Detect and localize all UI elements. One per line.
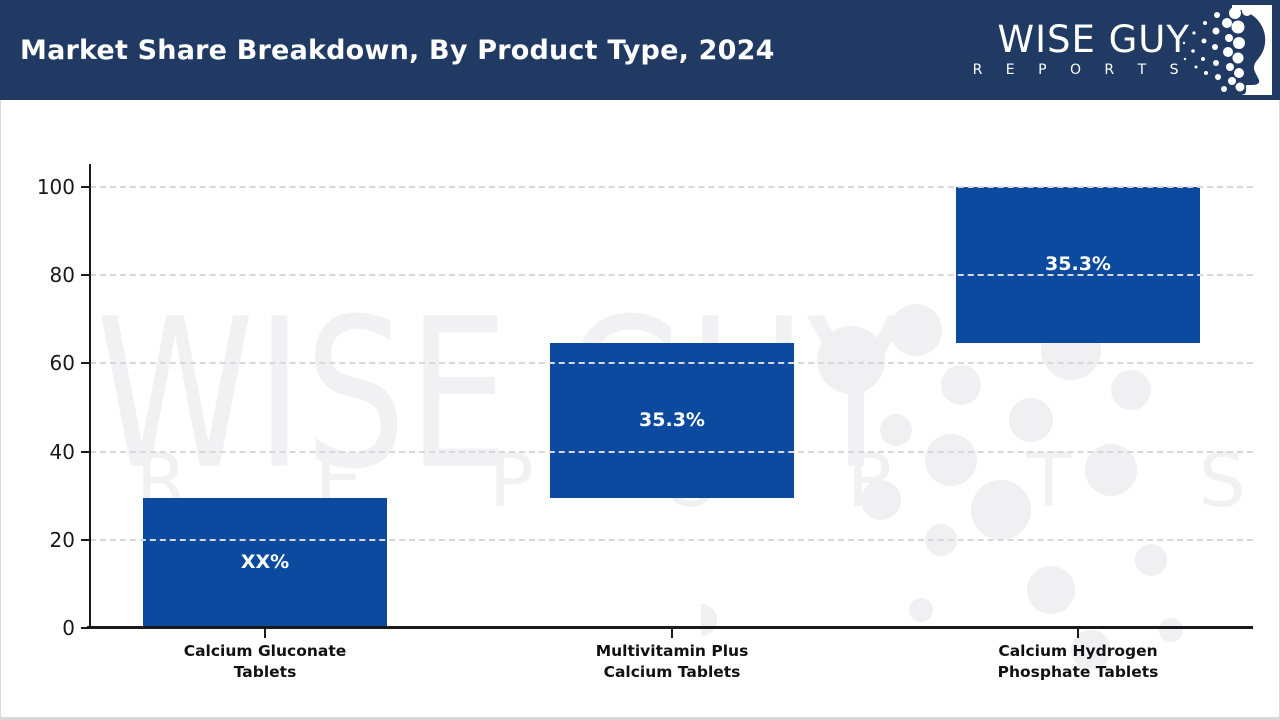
x-tick-mark-1 (671, 629, 673, 638)
y-tick-mark-40 (81, 450, 89, 453)
wiseguy-logo: WISE GUY R E P O R T S (973, 0, 1272, 100)
x-category-label-0: Calcium Gluconate Tablets (105, 641, 425, 683)
gridline-60 (90, 362, 1253, 365)
x-category-label-2: Calcium Hydrogen Phosphate Tablets (918, 641, 1238, 683)
y-tick-label-60: 60 (49, 351, 75, 376)
wiseguy-logo-text: WISE GUY R E P O R T S (973, 21, 1190, 79)
x-axis-line (87, 626, 1253, 629)
x-tick-mark-2 (1077, 629, 1079, 638)
y-tick-label-20: 20 (49, 527, 75, 552)
bar-value-label-0: XX% (240, 551, 290, 574)
y-tick-mark-60 (81, 362, 89, 365)
x-category-label-1: Multivitamin Plus Calcium Tablets (512, 641, 832, 683)
y-tick-label-80: 80 (49, 263, 75, 288)
y-axis-spine (89, 164, 91, 628)
x-category-label-line: Calcium Tablets (603, 663, 741, 681)
y-tick-mark-100 (81, 186, 89, 188)
y-tick-mark-80 (81, 274, 89, 277)
x-category-label-line: Phosphate Tablets (997, 663, 1159, 681)
gridline-20 (90, 538, 1253, 541)
x-category-label-line: Multivitamin Plus (595, 642, 749, 660)
y-tick-label-40: 40 (49, 439, 75, 464)
bar-value-label-2: 35.3% (1045, 252, 1111, 275)
y-tick-label-0: 0 (62, 616, 75, 640)
x-tick-mark-0 (264, 629, 266, 638)
bar-1 (550, 342, 794, 499)
page-title: Market Share Breakdown, By Product Type,… (20, 34, 775, 66)
y-tick-mark-0 (81, 627, 89, 629)
y-tick-label-100: 100 (36, 175, 75, 199)
gridline-40 (90, 450, 1253, 453)
logo-wordmark: WISE GUY (997, 18, 1190, 61)
bar-0 (143, 498, 387, 628)
y-tick-mark-20 (81, 538, 89, 541)
logo-subtitle: R E P O R T S (972, 62, 1188, 78)
gridline-80 (90, 274, 1253, 277)
bar-value-label-1: 35.3% (639, 408, 705, 431)
gridline-100 (90, 186, 1253, 188)
header-band: Market Share Breakdown, By Product Type,… (0, 0, 1280, 100)
bar-2 (956, 187, 1200, 343)
x-category-label-line: Calcium Gluconate (183, 642, 347, 660)
wiseguy-face-icon (1182, 5, 1272, 95)
x-category-label-line: Calcium Hydrogen (998, 642, 1158, 660)
x-category-label-line: Tablets (233, 663, 297, 681)
